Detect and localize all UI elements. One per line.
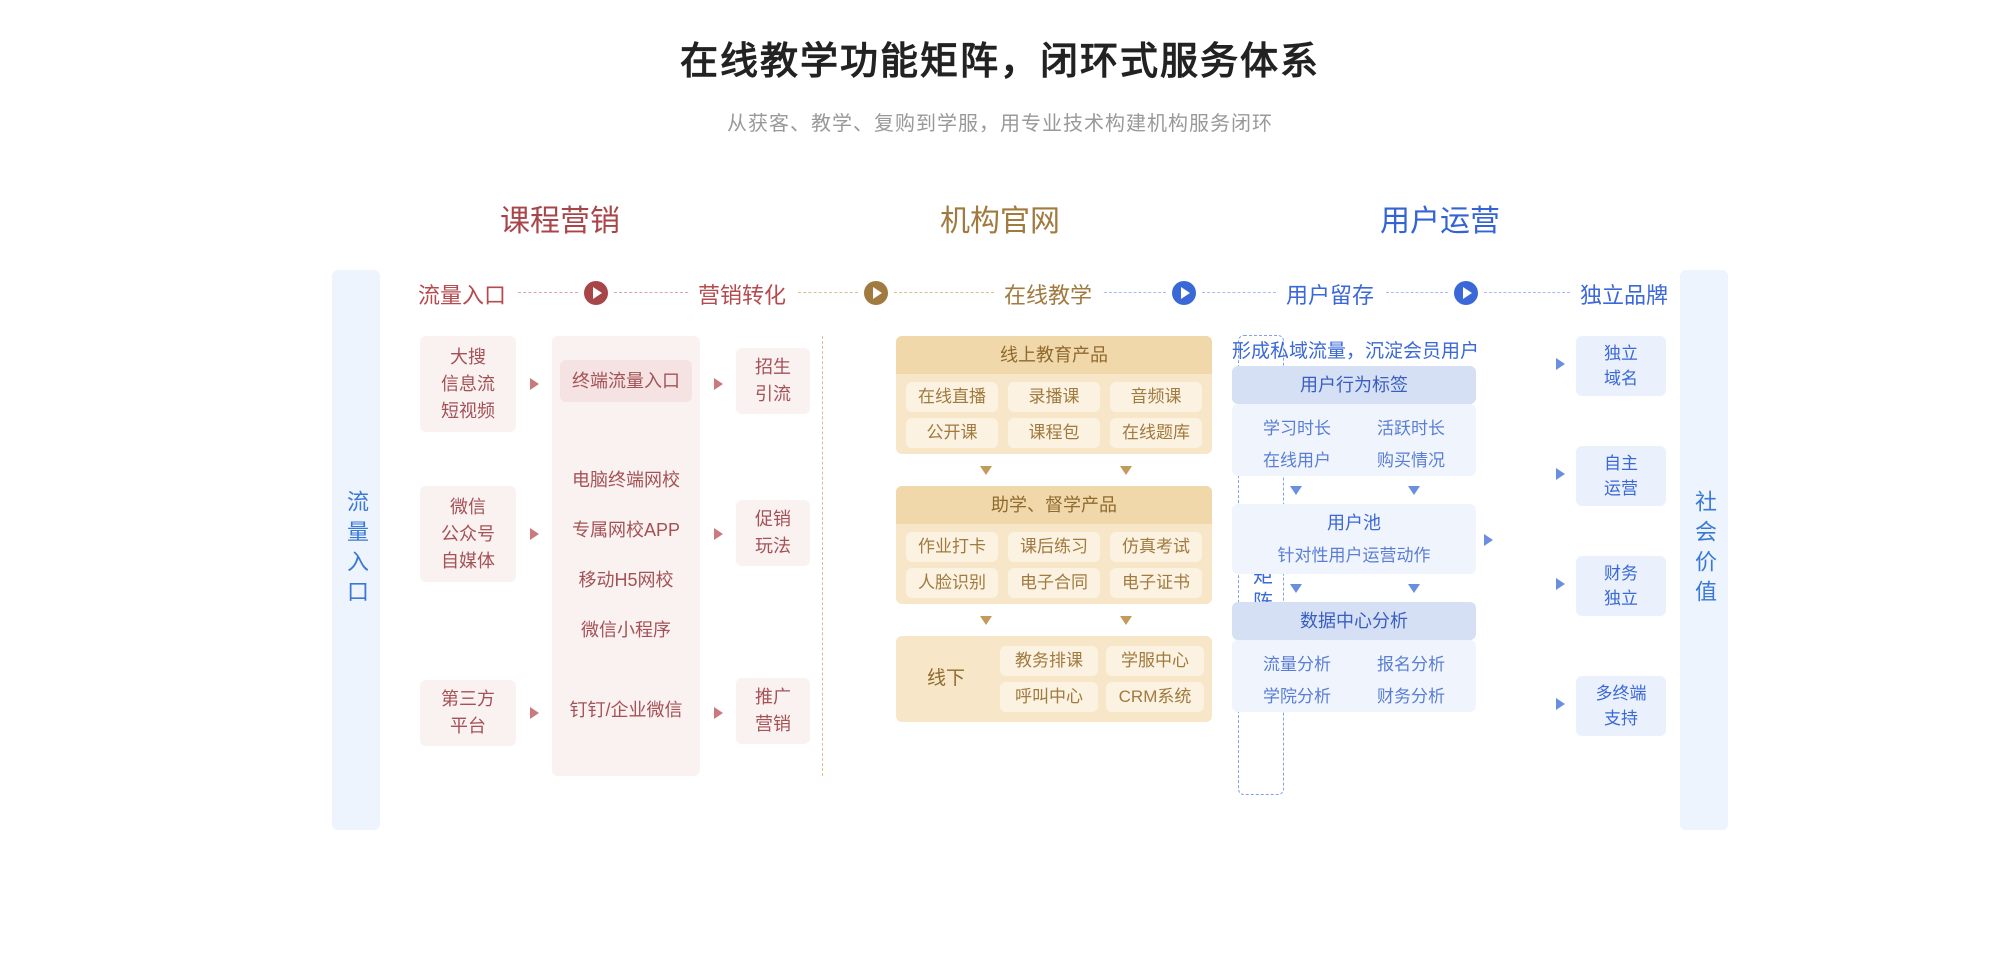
online-products-title: 线上教育产品 — [896, 336, 1212, 374]
chevron-down-icon — [1408, 584, 1420, 593]
play-arrow-icon — [864, 281, 888, 305]
op-i6: 在线题库 — [1110, 418, 1202, 448]
data-title: 数据中心分析 — [1232, 602, 1476, 640]
box-pc-school: 电脑终端网校 — [560, 464, 692, 496]
d-1: 流量分析 — [1252, 650, 1342, 675]
op-i3: 音频课 — [1110, 382, 1202, 412]
of-i4: CRM系统 — [1106, 682, 1204, 712]
chevron-right-icon — [1556, 698, 1565, 710]
section-website: 机构官网 — [940, 196, 1060, 240]
section-userops: 用户运营 — [1380, 196, 1500, 240]
chevron-right-icon — [1556, 578, 1565, 590]
chevron-right-icon — [714, 707, 723, 719]
ap-i6: 电子证书 — [1110, 568, 1202, 598]
chevron-right-icon — [530, 528, 539, 540]
box-dingtalk: 钉钉/企业微信 — [560, 694, 692, 726]
of-i1: 教务排课 — [1000, 646, 1098, 676]
dash — [1104, 292, 1166, 293]
chevron-right-icon — [714, 528, 723, 540]
chevron-down-icon — [980, 616, 992, 625]
dash — [614, 292, 688, 293]
dash — [894, 292, 994, 293]
tag-3: 在线用户 — [1252, 446, 1342, 471]
box-dasou: 大搜 信息流 短视频 — [420, 336, 516, 432]
box-enroll: 招生 引流 — [736, 348, 810, 414]
op-i4: 公开课 — [906, 418, 998, 448]
tags-title: 用户行为标签 — [1232, 366, 1476, 404]
play-arrow-icon — [1454, 281, 1478, 305]
chevron-down-icon — [980, 466, 992, 475]
play-arrow-icon — [584, 281, 608, 305]
d-2: 报名分析 — [1366, 650, 1456, 675]
vertical-divider — [822, 336, 823, 776]
page-subtitle: 从获客、教学、复购到学服，用专业技术构建机构服务闭环 — [0, 107, 2000, 136]
subh-convert: 营销转化 — [698, 278, 786, 310]
tag-4: 购买情况 — [1366, 446, 1456, 471]
d-3: 学院分析 — [1252, 682, 1342, 707]
op-i5: 课程包 — [1008, 418, 1100, 448]
chevron-right-icon — [530, 707, 539, 719]
pool-sub: 针对性用户运营动作 — [1278, 543, 1431, 569]
chevron-right-icon — [1556, 468, 1565, 480]
of-i3: 呼叫中心 — [1000, 682, 1098, 712]
chevron-right-icon — [1484, 534, 1493, 546]
chevron-down-icon — [1290, 584, 1302, 593]
section-headers: 课程营销 机构官网 用户运营 — [0, 196, 2000, 240]
play-arrow-icon — [1172, 281, 1196, 305]
assist-products-title: 助学、督学产品 — [896, 486, 1212, 524]
chevron-down-icon — [1120, 616, 1132, 625]
of-i2: 学服中心 — [1106, 646, 1204, 676]
tag-1: 学习时长 — [1252, 414, 1342, 439]
pool-box: 用户池 针对性用户运营动作 — [1232, 504, 1476, 574]
tag-2: 活跃时长 — [1366, 414, 1456, 439]
box-h5: 移动H5网校 — [560, 564, 692, 596]
op-i1: 在线直播 — [906, 382, 998, 412]
op-i2: 录播课 — [1008, 382, 1100, 412]
box-app: 专属网校APP — [560, 514, 692, 546]
ap-i4: 人脸识别 — [906, 568, 998, 598]
chevron-right-icon — [530, 378, 539, 390]
chevron-right-icon — [1556, 358, 1565, 370]
box-miniprog: 微信小程序 — [560, 614, 692, 646]
ap-i2: 课后练习 — [1008, 532, 1100, 562]
brand-multiterm: 多终端 支持 — [1576, 676, 1666, 736]
box-thirdparty: 第三方 平台 — [420, 680, 516, 746]
pillar-traffic-entry: 流量入口 — [332, 270, 380, 830]
subh-retain: 用户留存 — [1286, 278, 1374, 310]
ap-i1: 作业打卡 — [906, 532, 998, 562]
box-terminal-entry: 终端流量入口 — [560, 360, 692, 402]
section-marketing: 课程营销 — [500, 196, 620, 240]
box-wechat: 微信 公众号 自媒体 — [420, 486, 516, 582]
brand-domain: 独立 域名 — [1576, 336, 1666, 396]
subh-teach: 在线教学 — [1004, 278, 1092, 310]
ap-i5: 电子合同 — [1008, 568, 1100, 598]
chevron-down-icon — [1120, 466, 1132, 475]
dash — [1386, 292, 1448, 293]
dash — [1202, 292, 1276, 293]
page-title: 在线教学功能矩阵，闭环式服务体系 — [0, 0, 2000, 85]
pillar-social-value: 社会价值 — [1680, 270, 1728, 830]
chevron-down-icon — [1290, 486, 1302, 495]
chevron-right-icon — [714, 378, 723, 390]
box-promo: 促销 玩法 — [736, 500, 810, 566]
brand-finance: 财务 独立 — [1576, 556, 1666, 616]
ap-i3: 仿真考试 — [1110, 532, 1202, 562]
subh-traffic: 流量入口 — [418, 278, 506, 310]
brand-selfop: 自主 运营 — [1576, 446, 1666, 506]
dash — [1484, 292, 1570, 293]
dash — [798, 292, 858, 293]
pool-title: 用户池 — [1327, 510, 1381, 537]
d-4: 财务分析 — [1366, 682, 1456, 707]
chevron-down-icon — [1408, 486, 1420, 495]
box-spread: 推广 营销 — [736, 678, 810, 744]
userops-note: 形成私域流量，沉淀会员用户 — [1232, 336, 1479, 363]
offline-label: 线下 — [906, 636, 986, 722]
subh-brand: 独立品牌 — [1580, 278, 1668, 310]
dash — [518, 292, 578, 293]
